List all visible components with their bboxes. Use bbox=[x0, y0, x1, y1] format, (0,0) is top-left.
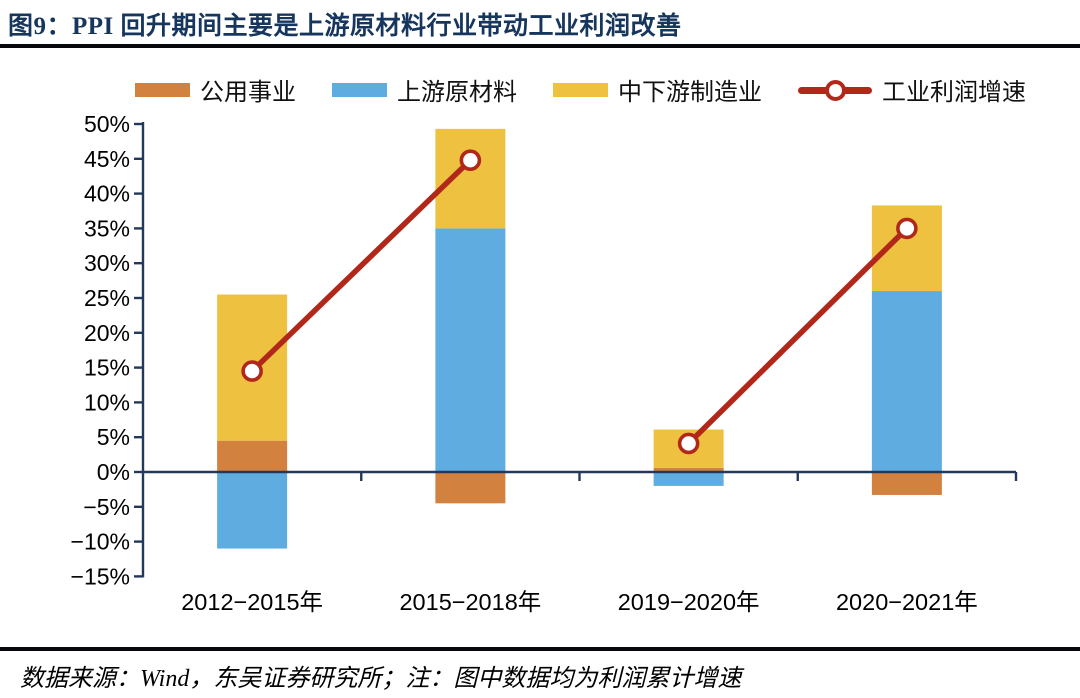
y-tick-label: 50% bbox=[84, 111, 130, 137]
x-category-label: 2019−2020年 bbox=[618, 589, 760, 615]
y-tick-label: 0% bbox=[97, 459, 130, 485]
legend-item-manufacturing: 中下游制造业 bbox=[553, 72, 762, 107]
profit-growth-line bbox=[685, 225, 910, 447]
y-tick-label: 20% bbox=[84, 320, 130, 346]
chart-legend: 公用事业 上游原材料 中下游制造业 工业利润增速 bbox=[135, 72, 1026, 107]
bar-segment-manufacturing bbox=[435, 128, 506, 229]
manufacturing-color-swatch bbox=[553, 82, 608, 97]
profit-growth-marker bbox=[459, 149, 482, 171]
legend-label-upstream: 上游原材料 bbox=[397, 80, 517, 106]
y-tick-label: −10% bbox=[71, 529, 130, 555]
y-tick-label: 10% bbox=[84, 389, 130, 415]
legend-label-utilities: 公用事业 bbox=[200, 80, 296, 106]
y-tick-label: 25% bbox=[84, 285, 130, 311]
x-category-label: 2020−2021年 bbox=[836, 589, 978, 615]
bar-segment-upstream bbox=[871, 291, 942, 472]
y-tick-label: 15% bbox=[84, 355, 130, 381]
legend-item-profit-growth-line: 工业利润增速 bbox=[798, 72, 1026, 107]
x-category-label: 2015−2018年 bbox=[399, 589, 541, 615]
bar-segment-upstream bbox=[217, 472, 288, 549]
bar-segment-utilities bbox=[871, 472, 942, 495]
figure-title: 图9：PPI 回升期间主要是上游原材料行业带动工业利润改善 bbox=[8, 13, 682, 40]
x-category-label: 2012−2015年 bbox=[181, 589, 323, 615]
y-tick-label: 40% bbox=[84, 181, 130, 207]
y-tick-label: 35% bbox=[84, 215, 130, 241]
bar-segment-upstream bbox=[435, 228, 506, 472]
y-tick-label: −5% bbox=[83, 494, 130, 520]
bar-segment-upstream bbox=[653, 472, 724, 486]
bar-segment-utilities bbox=[435, 472, 506, 504]
y-tick-label: 45% bbox=[84, 146, 130, 172]
footer-divider-line bbox=[0, 647, 1080, 651]
y-tick-label: 5% bbox=[97, 424, 130, 450]
bar-segment-utilities bbox=[653, 467, 724, 472]
profit-growth-marker bbox=[241, 360, 263, 382]
profit-growth-marker bbox=[896, 217, 918, 240]
legend-item-upstream: 上游原材料 bbox=[332, 72, 517, 107]
y-tick-label: 30% bbox=[84, 250, 130, 276]
profit-growth-line bbox=[249, 157, 474, 374]
bar-segment-utilities bbox=[217, 440, 288, 472]
line-marker-icon bbox=[798, 79, 872, 101]
title-divider-line bbox=[0, 44, 1080, 48]
legend-label-profit-growth: 工业利润增速 bbox=[882, 80, 1026, 106]
source-note: 数据来源：Wind，东吴证券研究所；注：图中数据均为利润累计增速 bbox=[20, 666, 742, 692]
legend-label-manufacturing: 中下游制造业 bbox=[618, 80, 762, 106]
upstream-color-swatch bbox=[332, 82, 387, 97]
line-marker-circle bbox=[825, 79, 846, 101]
profit-growth-marker bbox=[677, 432, 700, 455]
utilities-color-swatch bbox=[135, 82, 190, 97]
y-tick-label: −15% bbox=[71, 563, 130, 589]
legend-item-utilities: 公用事业 bbox=[135, 72, 296, 107]
